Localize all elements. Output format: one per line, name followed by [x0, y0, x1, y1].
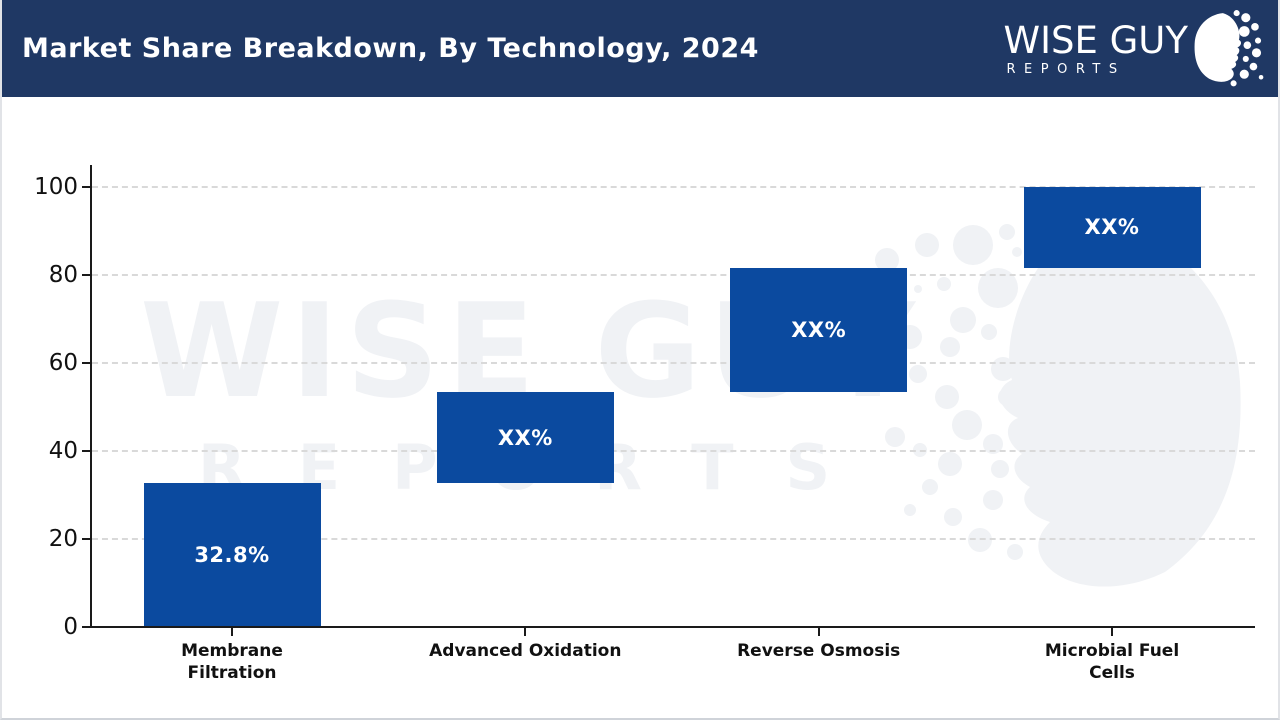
x-axis-category-label: Membrane Filtration: [181, 641, 283, 684]
bar-value-label: XX%: [1084, 215, 1140, 240]
y-axis-tick-label: 20: [48, 526, 78, 552]
y-tick-mark: [82, 362, 90, 364]
y-tick-mark: [82, 274, 90, 276]
x-axis-category-label: Advanced Oxidation: [429, 641, 622, 661]
x-axis-category-label: Microbial Fuel Cells: [1044, 641, 1180, 684]
y-tick-mark: [82, 538, 90, 540]
brand-logo-text: WISE GUY REPORTS: [1004, 22, 1188, 77]
gridline: [92, 274, 1255, 276]
y-axis-tick-label: 0: [63, 614, 78, 640]
x-axis-line: [90, 626, 1255, 628]
bar: XX%: [1023, 187, 1201, 268]
x-tick-mark: [1111, 628, 1113, 636]
brand-name: WISE GUY: [1003, 18, 1188, 62]
y-axis-tick-label: 100: [34, 174, 78, 200]
x-axis-category-label: Reverse Osmosis: [737, 641, 901, 661]
y-axis-tick-label: 40: [48, 438, 78, 464]
bar-value-label: XX%: [791, 318, 847, 343]
bar: XX%: [436, 392, 614, 483]
gridline: [92, 538, 1255, 540]
bar: 32.8%: [143, 482, 321, 627]
x-tick-mark: [524, 628, 527, 636]
header-bar: Market Share Breakdown, By Technology, 2…: [2, 0, 1278, 97]
y-tick-mark: [82, 186, 90, 188]
y-axis-tick-label: 60: [48, 350, 78, 376]
gridline: [92, 186, 1255, 188]
page-title: Market Share Breakdown, By Technology, 2…: [22, 33, 759, 64]
x-tick-mark: [231, 628, 233, 636]
brand-head-icon: [1194, 10, 1264, 87]
x-tick-mark: [817, 628, 820, 636]
bar-value-label: 32.8%: [194, 542, 270, 567]
y-tick-mark: [82, 626, 90, 628]
brand-subtitle: REPORTS: [1006, 61, 1126, 77]
bar-value-label: XX%: [497, 425, 553, 450]
y-axis-tick-label: 80: [48, 262, 78, 288]
y-tick-mark: [82, 450, 90, 452]
gridline: [92, 362, 1255, 364]
watermark-head-icon: [875, 222, 1241, 587]
bar: XX%: [730, 267, 908, 393]
y-axis-line: [90, 165, 92, 628]
brand-logo: WISE GUY REPORTS: [1004, 6, 1268, 92]
gridline: [92, 450, 1255, 452]
